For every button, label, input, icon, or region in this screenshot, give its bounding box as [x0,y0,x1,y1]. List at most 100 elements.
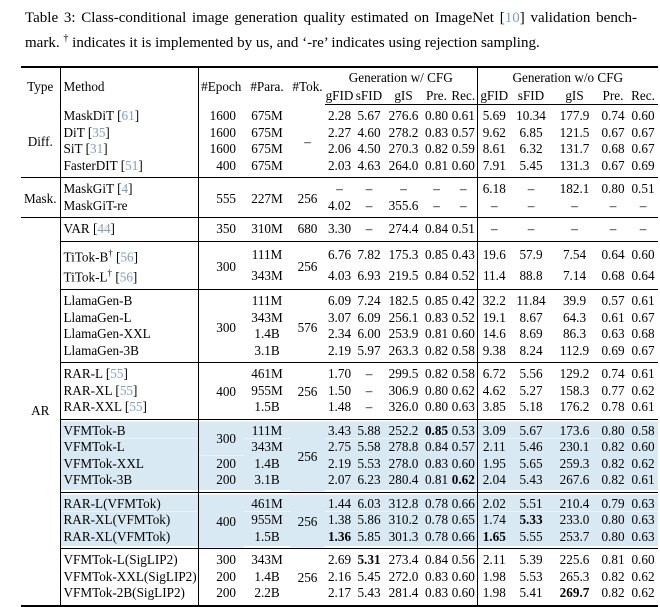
table-row: RAR-XXL [55] 1.5B 1.48–326.0 0.80 0.63 3.85 5.… [21,399,658,420]
method-cell: VFMTok-3B [60,472,199,493]
nocfg-metric-cell: 0.61 [631,399,655,415]
cfg-metric-cell: 0.84 [423,439,450,456]
nocfg-metric-cell: 0.67 [631,141,655,156]
nocfg-metric-cell: 5.39 [511,548,551,569]
nocfg-metric-cell: 5.46 [511,439,551,456]
type-cell: AR [21,216,61,606]
nocfg-metric-cell: 0.69 [601,342,625,358]
nocfg-metric-cell: 7.91 [482,157,506,173]
cfg-metric-cell: 0.65 [450,512,478,529]
table-row: RAR-XL [55] 955M 1.50–306.9 0.80 0.62 4.62 5.2… [21,382,658,400]
cfg-metric-cell: 6.09 [325,289,354,310]
caption-text-2: ] validation bench- [519,10,637,26]
cfg-metric-cell: 0.63 [450,399,478,420]
nocfg-metric-cell: 3.09 [477,418,511,440]
cfg-metric-cell: 5.67 [357,108,381,123]
table-row: RAR-L(VFMTok) 400 461M 256 1.44 6.03 312.8 0.78… [21,491,658,549]
citation-link[interactable]: 31 [90,141,104,156]
nocfg-metric-cell: 8.61 [482,141,506,156]
citation-link[interactable]: 51 [125,157,139,173]
cfg-metric-cell: 6.09 [357,309,381,325]
cfg-metric-cell: 1.44 [325,491,354,513]
caption-citation[interactable]: 10 [504,10,520,26]
nocfg-metric-cell: 233.0 [551,512,598,529]
citation-link[interactable]: 35 [92,124,106,140]
nocfg-metric-cell: 10.34 [516,108,546,123]
para-cell: 343M [251,309,283,325]
caption-line-2: mark. † indicates it is implemented by u… [25,29,637,54]
citation-link[interactable]: 55 [129,399,143,415]
nocfg-metric-cell: 0.64 [598,240,628,266]
epoch-cell: 1600 [209,124,236,140]
citation-link[interactable]: 55 [110,366,124,382]
nocfg-metric-cell: 0.63 [628,528,658,549]
nocfg-metric-cell: 0.63 [628,491,658,513]
nocfg-metric-cell: 0.69 [631,157,655,173]
nocfg-metric-cell: – [527,197,535,213]
cfg-metric-cell: 0.42 [450,289,478,310]
cfg-metric-cell: 3.43 [325,418,354,440]
col-header-metric-cfg: gIS [384,86,423,105]
cfg-metric-cell: 6.00 [357,326,381,342]
nocfg-metric-cell: 0.68 [631,326,655,342]
nocfg-metric-cell: – [639,197,647,213]
tok-cell: 256 [290,177,325,218]
cfg-metric-cell: 312.8 [384,491,423,513]
cfg-metric-cell: 6.03 [354,491,384,513]
cfg-metric-cell: – [365,399,373,415]
cfg-metric-cell: – [450,177,478,198]
nocfg-metric-cell: 0.82 [601,568,625,584]
citation-link[interactable]: 56 [119,269,133,285]
epoch-cell: 200 [198,455,244,473]
dagger-mark: † [108,247,113,258]
cfg-metric-cell: 5.85 [354,528,384,549]
nocfg-metric-cell: 129.2 [551,362,598,383]
table-row: TiTok-B† [56] 300 111M 256 6.76 7.82 175.3 0.85… [21,240,658,290]
citation-link[interactable]: 55 [119,382,133,398]
method-cell: TiTok-L† [56] [60,265,199,290]
nocfg-metric-cell: 121.5 [559,124,590,140]
cfg-metric-cell: 0.51 [450,217,478,241]
cfg-metric-cell: 278.8 [384,439,423,456]
para-cell: 1.4B [254,568,280,584]
epoch-cell: 300 [198,418,244,456]
method-cell: RAR-XL(VFMTok) [60,512,199,529]
nocfg-metric-cell: 253.7 [551,528,598,549]
method-cell: LlamaGen-3B [60,342,199,363]
nocfg-metric-cell: 0.67 [631,309,655,325]
cfg-metric-cell: 4.03 [327,267,352,283]
citation-link[interactable]: 61 [121,107,135,123]
method-cell: MaskGiT [4] [60,177,199,198]
col-header-metric-nocfg: Pre. [598,86,628,105]
cfg-metric-cell: 0.81 [424,326,449,342]
cfg-metric-cell: 2.34 [327,326,352,342]
nocfg-metric-cell: 0.67 [601,124,625,140]
nocfg-metric-cell: 0.82 [598,439,628,456]
para-cell: 111M [244,289,290,310]
cfg-metric-cell: 263.3 [388,342,419,358]
cfg-metric-cell: 0.82 [423,362,450,383]
citation-link[interactable]: 56 [120,248,134,264]
nocfg-metric-cell: 0.67 [631,342,655,358]
nocfg-metric-cell: 6.85 [519,124,543,140]
nocfg-metric-cell: – [490,197,498,213]
nocfg-metric-cell: – [609,197,617,213]
dagger-mark: † [107,268,113,279]
cfg-metric-cell: 0.60 [450,157,478,178]
col-header-type: Type [21,67,61,105]
method-cell: VFMTok-XXL [60,455,199,473]
cfg-metric-cell: 0.83 [423,455,450,473]
para-cell: 675M [251,124,283,140]
cfg-metric-cell: 278.2 [388,124,419,140]
nocfg-metric-cell: 0.80 [598,177,628,198]
citation-link[interactable]: 44 [97,221,111,236]
citation-link[interactable]: 4 [121,181,129,196]
table-row: RAR-XL(VFMTok) 955M 1.38 5.86 310.2 0.78 0.65 1… [21,512,658,529]
nocfg-metric-cell: 0.79 [598,491,628,513]
method-cell: TiTok-B† [56] [60,240,199,266]
nocfg-metric-cell: 5.56 [511,362,551,383]
method-cell: LlamaGen-B [60,289,199,310]
method-cell: RAR-L [55] [60,362,199,383]
cfg-metric-cell: 0.84 [424,267,449,283]
para-cell: 2.2B [254,585,280,601]
